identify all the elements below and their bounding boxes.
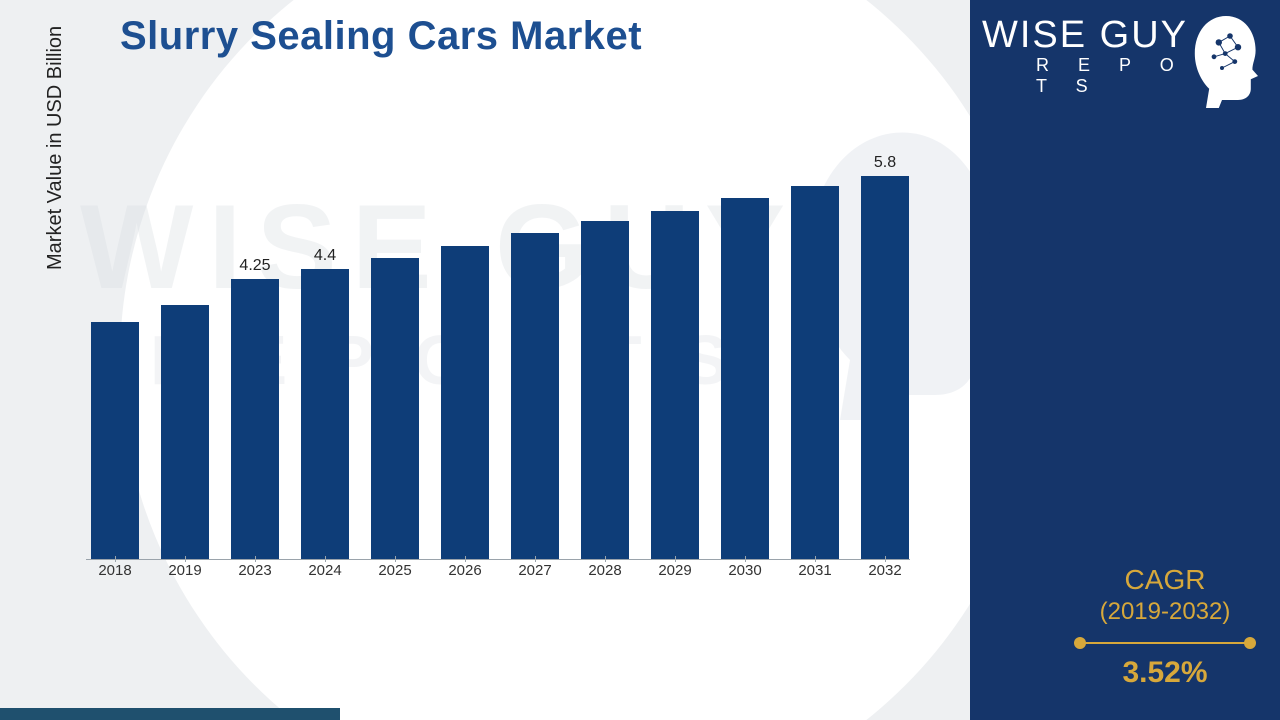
bar — [510, 233, 560, 560]
x-tick-label: 2023 — [230, 562, 280, 579]
bar-rect — [371, 258, 419, 560]
bar-rect — [581, 221, 629, 560]
bar — [580, 221, 630, 560]
bar — [160, 305, 210, 560]
bar-rect — [511, 233, 559, 560]
x-tick-label: 2026 — [440, 562, 490, 579]
x-tick-label: 2029 — [650, 562, 700, 579]
bar — [90, 322, 140, 560]
cagr-block: CAGR (2019-2032) 3.52% — [1050, 564, 1280, 690]
bar-rect — [441, 246, 489, 560]
bar-value-label: 4.25 — [239, 257, 270, 275]
bar — [720, 198, 770, 560]
bar — [790, 186, 840, 560]
cagr-value: 3.52% — [1050, 656, 1280, 690]
x-tick-label: 2019 — [160, 562, 210, 579]
bar-rect — [91, 322, 139, 560]
bar-value-label: 4.4 — [314, 247, 336, 265]
bar-rect — [231, 279, 279, 560]
bar — [440, 246, 490, 560]
cagr-period: (2019-2032) — [1050, 598, 1280, 626]
bar-rect — [651, 211, 699, 560]
x-tick-label: 2025 — [370, 562, 420, 579]
infographic-stage: WISE GUY REPORTS Slurry Sealing Cars Mar… — [0, 0, 1280, 720]
x-tick-label: 2032 — [860, 562, 910, 579]
bar: 4.4 — [300, 269, 350, 560]
brand-logo: WISE GUY R E P O R T S — [982, 14, 1262, 124]
bar-chart: 4.254.45.8 20182019202320242025202620272… — [90, 150, 910, 590]
bar: 5.8 — [860, 176, 910, 560]
x-tick-label: 2018 — [90, 562, 140, 579]
bar-rect — [861, 176, 909, 560]
bottom-accent-bar — [0, 708, 340, 720]
x-tick-label: 2027 — [510, 562, 560, 579]
cagr-divider — [1080, 642, 1250, 644]
x-tick-label: 2030 — [720, 562, 770, 579]
x-tick-label: 2028 — [580, 562, 630, 579]
logo-head-icon — [1182, 10, 1262, 110]
x-tick-label: 2024 — [300, 562, 350, 579]
bar-rect — [721, 198, 769, 560]
bar-rect — [791, 186, 839, 560]
plot-area: 4.25 4.4 5.8 — [90, 150, 910, 560]
y-axis-label: Market Value in USD Billion — [44, 26, 67, 270]
chart-title: Slurry Sealing Cars Market — [120, 14, 642, 59]
bar-rect — [301, 269, 349, 560]
bars-container: 4.25 4.4 5.8 — [90, 150, 910, 560]
cagr-label: CAGR — [1050, 564, 1280, 596]
logo-text-line1: WISE GUY — [982, 14, 1188, 57]
bar-rect — [161, 305, 209, 560]
bar: 4.25 — [230, 279, 280, 560]
bar-value-label: 5.8 — [874, 154, 896, 172]
x-tick-label: 2031 — [790, 562, 840, 579]
bar — [650, 211, 700, 560]
x-axis-labels: 2018 2019 2023 2024 2025 2026 2027 2028 2029 2030… — [90, 562, 910, 579]
bar — [370, 258, 420, 560]
